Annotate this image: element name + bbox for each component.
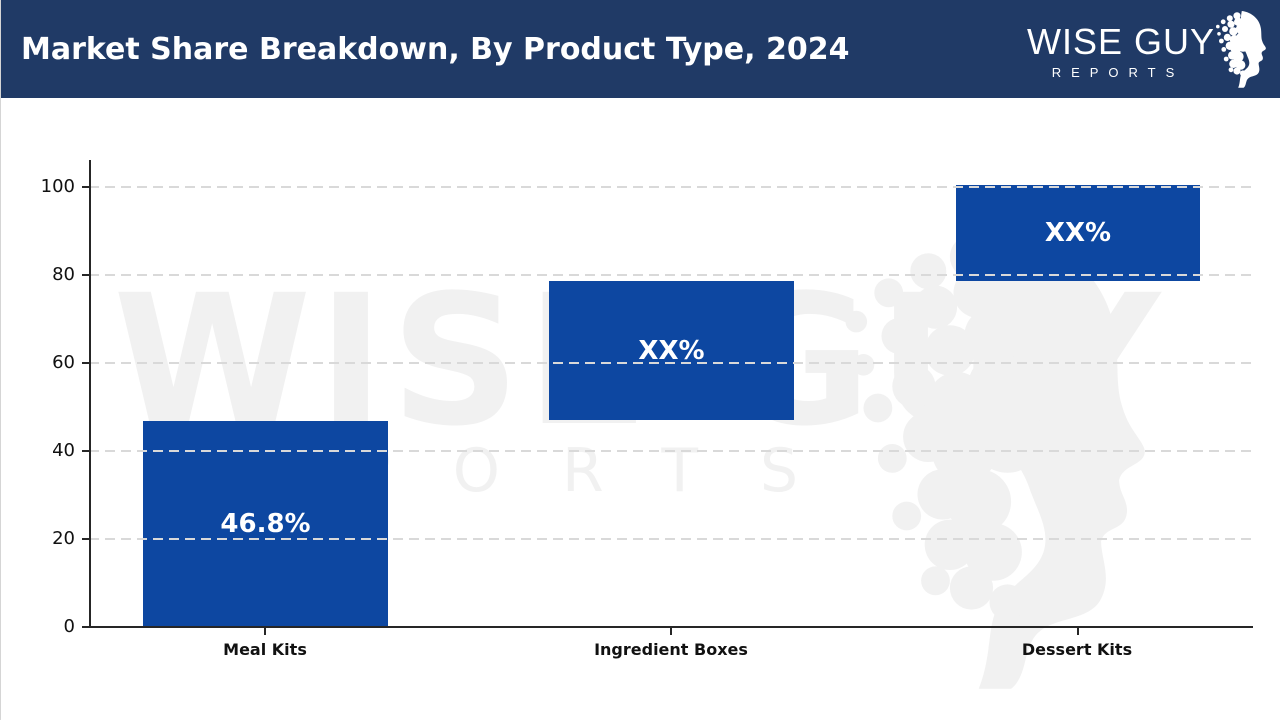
chart-area: WISE GUY REPORTS 46.8% XX% XX% 1 [1,98,1280,720]
bar-value-label: XX% [1044,218,1112,248]
x-tick-label-meal-kits: Meal Kits [223,640,307,659]
header-band: Market Share Breakdown, By Product Type,… [1,0,1280,98]
y-tick-label-80: 80 [52,264,75,285]
y-tick [82,362,89,364]
y-axis-line [89,160,91,628]
y-tick-label-100: 100 [40,176,75,197]
bar-dessert-kits: XX% [956,185,1200,281]
x-axis-line [89,626,1253,628]
y-tick-label-0: 0 [63,616,75,637]
face-profile-dots-icon [1207,11,1267,89]
y-tick [82,450,89,452]
x-tick [264,628,266,635]
y-tick-label-60: 60 [52,352,75,373]
y-tick [82,626,89,628]
brand-logo: WISE GUY REPORTS [1027,8,1267,92]
brand-subname: REPORTS [1051,65,1185,80]
bar-value-label: XX% [638,335,705,366]
bar-meal-kits: 46.8% [143,421,388,627]
bar-value-label: 46.8% [220,509,311,539]
bar-ingredient-boxes: XX% [549,281,794,420]
y-tick [82,538,89,540]
y-tick [82,274,89,276]
x-tick-label-dessert-kits: Dessert Kits [1021,640,1133,659]
x-tick-label-ingredient-boxes: Ingredient Boxes [594,640,748,659]
y-tick-label-20: 20 [52,528,75,549]
x-tick [670,628,672,635]
x-tick [1077,628,1079,635]
gridline-100 [89,186,1253,188]
gridline-40 [89,450,1253,452]
gridline-20 [89,538,1253,540]
page-title: Market Share Breakdown, By Product Type,… [21,32,850,67]
brand-name: WISE GUY [1027,21,1216,62]
y-tick [82,186,89,188]
gridline-60 [89,362,1253,364]
y-tick-label-40: 40 [52,440,75,461]
gridline-80 [89,274,1253,276]
brand-logo-text: WISE GUY REPORTS [1027,21,1216,81]
